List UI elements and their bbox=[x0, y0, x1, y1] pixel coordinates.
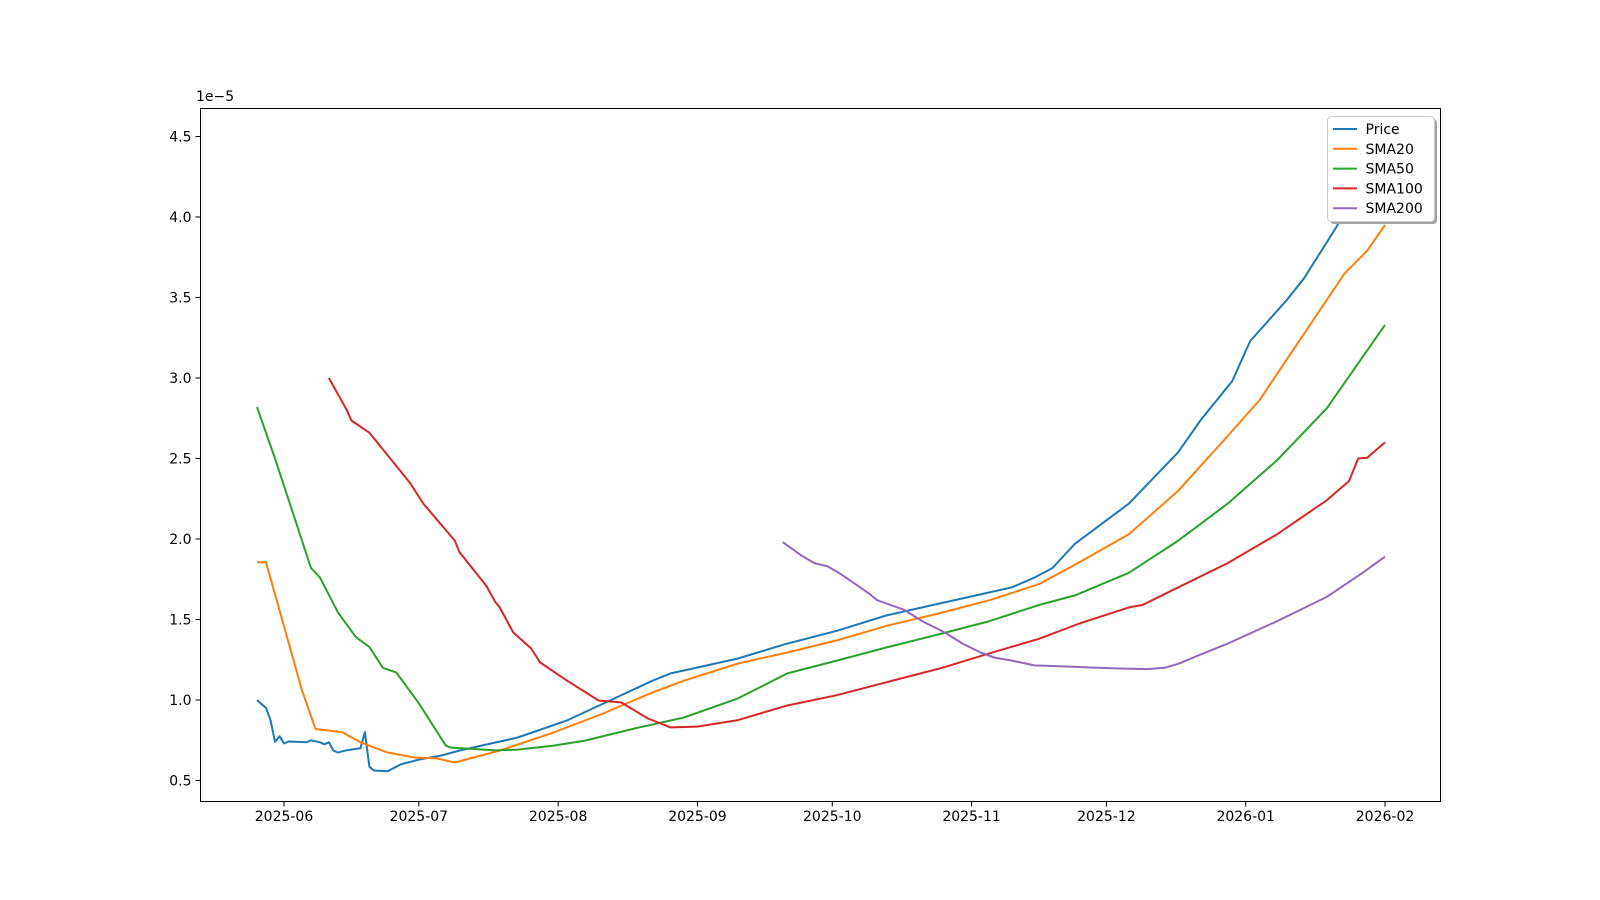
series-line-sma20 bbox=[257, 224, 1386, 764]
y-tick-label: 4.0 bbox=[169, 210, 191, 226]
y-tick-label: 2.0 bbox=[169, 532, 191, 548]
x-tick-label: 2025-10 bbox=[803, 809, 862, 825]
legend-label-sma100: SMA100 bbox=[1366, 181, 1423, 197]
y-tick-label: 4.5 bbox=[169, 130, 191, 146]
legend-label-price: Price bbox=[1366, 122, 1400, 138]
x-tick-label: 2025-07 bbox=[390, 809, 449, 825]
y-tick-label: 1.5 bbox=[169, 613, 191, 629]
y-axis-ticks: 0.5 1.0 1.5 2.0 2.5 3.0 3.5 4.0 4.5 bbox=[169, 130, 201, 790]
legend-label-sma50: SMA50 bbox=[1366, 162, 1414, 178]
x-axis-ticks: 2025-06 2025-07 2025-08 2025-09 2025-10 2025-… bbox=[255, 801, 1415, 825]
y-axis-offset-label: 1e−5 bbox=[196, 89, 234, 105]
series-line-sma50 bbox=[256, 324, 1386, 752]
plot-area-border bbox=[200, 108, 1441, 802]
x-tick-label: 2025-12 bbox=[1077, 809, 1136, 825]
y-tick-label: 3.0 bbox=[169, 371, 191, 387]
x-tick-label: 2026-02 bbox=[1356, 809, 1415, 825]
x-tick-label: 2025-11 bbox=[942, 809, 1001, 825]
x-tick-label: 2025-06 bbox=[255, 809, 314, 825]
series-line-price bbox=[256, 139, 1386, 773]
x-tick-label: 2025-08 bbox=[529, 809, 588, 825]
y-tick-label: 3.5 bbox=[169, 291, 191, 307]
series-line-sma100 bbox=[328, 377, 1386, 729]
legend-label-sma200: SMA200 bbox=[1366, 201, 1423, 217]
y-tick-label: 1.0 bbox=[169, 693, 191, 709]
y-tick-label: 0.5 bbox=[169, 774, 191, 790]
legend-box bbox=[1327, 116, 1435, 222]
y-tick-label: 2.5 bbox=[169, 452, 191, 468]
x-tick-label: 2026-01 bbox=[1216, 809, 1275, 825]
x-tick-label: 2025-09 bbox=[668, 809, 727, 825]
series-line-sma200 bbox=[782, 541, 1386, 671]
legend: Price SMA20 SMA50 SMA100 SMA200 bbox=[1327, 116, 1437, 224]
legend-label-sma20: SMA20 bbox=[1366, 142, 1414, 158]
series-lines bbox=[256, 139, 1386, 773]
